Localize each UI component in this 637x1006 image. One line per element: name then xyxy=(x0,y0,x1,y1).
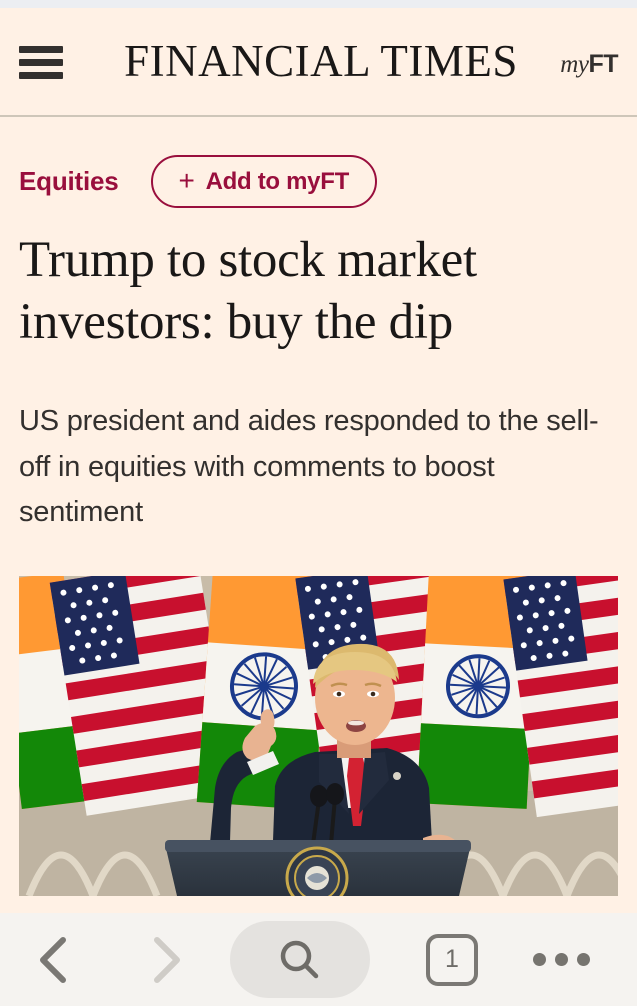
chevron-right-icon xyxy=(154,936,180,983)
more-options-button[interactable] xyxy=(526,930,596,990)
topic-tag-link[interactable]: Equities xyxy=(19,166,119,196)
article-hero-image[interactable] xyxy=(19,575,618,896)
hamburger-bar xyxy=(19,72,63,79)
webpage-viewport: FINANCIAL TIMES myFT Equities + Add to m… xyxy=(0,8,637,913)
article-standfirst: US president and aides responded to the … xyxy=(19,405,599,529)
myft-prefix: my xyxy=(560,51,589,78)
back-button[interactable] xyxy=(0,913,110,1006)
forward-button[interactable] xyxy=(110,913,220,1006)
myft-logo[interactable]: myFT xyxy=(560,50,618,79)
myft-suffix: FT xyxy=(588,50,618,78)
hamburger-bar xyxy=(19,46,63,53)
search-icon xyxy=(280,940,319,978)
plus-icon: + xyxy=(178,164,195,196)
hamburger-menu-icon[interactable] xyxy=(19,46,63,79)
add-to-myft-label: Add to myFT xyxy=(205,167,350,195)
topic-row: Equities + Add to myFT xyxy=(19,155,618,208)
more-dot xyxy=(576,953,590,966)
hamburger-bar xyxy=(19,59,63,66)
search-button[interactable] xyxy=(230,921,370,998)
status-bar-strip xyxy=(0,0,637,8)
browser-bottom-toolbar: 1 xyxy=(0,913,637,1006)
article-body: Equities + Add to myFT Trump to stock ma… xyxy=(0,155,637,536)
more-dot xyxy=(554,953,568,966)
tab-count-button[interactable]: 1 xyxy=(426,933,478,986)
more-dot xyxy=(532,953,546,966)
ft-wordmark-logo[interactable]: FINANCIAL TIMES xyxy=(124,36,518,86)
hero-photo xyxy=(19,575,618,896)
add-to-myft-button[interactable]: + Add to myFT xyxy=(150,155,377,208)
chevron-left-icon xyxy=(40,936,66,983)
article-headline[interactable]: Trump to stock market investors: buy the… xyxy=(19,232,477,350)
site-masthead: FINANCIAL TIMES myFT xyxy=(0,8,637,117)
